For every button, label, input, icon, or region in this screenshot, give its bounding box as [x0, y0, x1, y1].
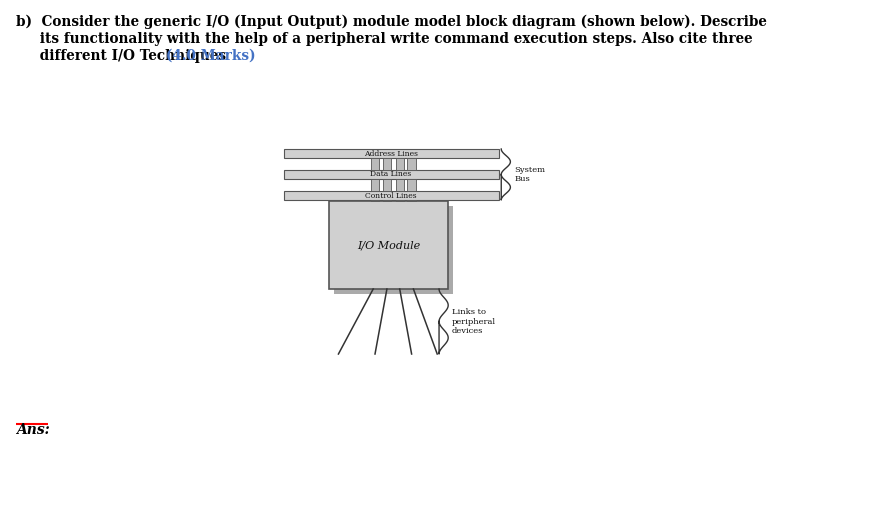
Text: (4.0 Marks): (4.0 Marks): [165, 49, 255, 63]
Bar: [383, 158, 391, 170]
Bar: [329, 201, 448, 289]
Text: its functionality with the help of a peripheral write command execution steps. A: its functionality with the help of a per…: [17, 32, 753, 46]
Bar: [407, 179, 416, 191]
Bar: [396, 179, 404, 191]
Text: Ans:: Ans:: [17, 423, 50, 437]
Bar: [396, 158, 404, 170]
Bar: [284, 191, 499, 200]
Text: I/O Module: I/O Module: [357, 240, 420, 250]
Text: Links to
peripheral
devices: Links to peripheral devices: [452, 308, 496, 335]
Bar: [371, 158, 379, 170]
Bar: [407, 200, 416, 201]
Bar: [396, 200, 404, 201]
Text: Address Lines: Address Lines: [364, 149, 418, 157]
Text: b)  Consider the generic I/O (Input Output) module model block diagram (shown be: b) Consider the generic I/O (Input Outpu…: [17, 15, 767, 30]
Bar: [371, 179, 379, 191]
Text: System
Bus: System Bus: [514, 166, 545, 183]
Bar: [284, 149, 499, 158]
Bar: [407, 158, 416, 170]
Bar: [383, 179, 391, 191]
Text: different I/O Techniques: different I/O Techniques: [17, 49, 231, 63]
Bar: [383, 200, 391, 201]
Bar: [284, 170, 499, 179]
Text: Data Lines: Data Lines: [371, 171, 412, 179]
Bar: [371, 200, 379, 201]
Text: Control Lines: Control Lines: [365, 192, 417, 199]
Bar: [334, 206, 453, 294]
